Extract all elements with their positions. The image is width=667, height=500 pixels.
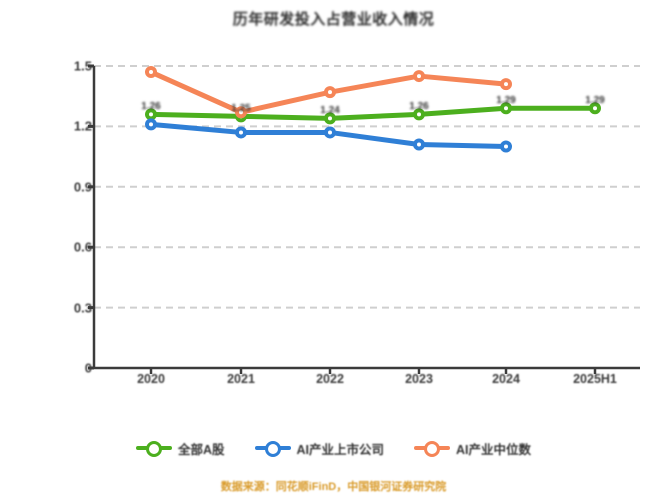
datapoint-全部A股-2022[interactable] [324, 112, 336, 125]
x-axis-label-2024: 2024 [492, 372, 520, 386]
data-label-green-2024: 1.29 [496, 95, 516, 107]
data-label-green-2022: 1.24 [320, 105, 340, 117]
legend-marker-icon-series-ai-median [414, 440, 451, 457]
datapoint-AI产业上市公司-2023[interactable] [413, 138, 425, 151]
data-label-green-2025H1: 1.29 [585, 95, 605, 107]
x-axis-label-2021: 2021 [227, 372, 255, 386]
x-axis-tick-labels: 2020 2021 2022 2023 2024 2025H1 [0, 368, 667, 394]
datapoint-全部A股-2023[interactable] [413, 108, 425, 121]
data-label-green-2020: 1.26 [141, 101, 161, 113]
legend-item-series-ai-listed[interactable]: AI产业上市公司 [254, 439, 385, 458]
legend-item-series-ai-median[interactable]: AI产业中位数 [414, 439, 531, 458]
legend-label-series-all-a-shares: 全部A股 [177, 442, 225, 457]
line-全部A股 [148, 105, 598, 121]
datapoint-全部A股-2025H1[interactable] [589, 102, 601, 115]
x-axis-label-2025H1: 2025H1 [573, 372, 617, 386]
datapoint-全部A股-2020[interactable] [145, 108, 157, 121]
legend-item-series-all-a-shares[interactable]: 全部A股 [135, 439, 225, 458]
legend-marker-icon-series-all-a-shares [135, 440, 172, 457]
chart-title: 历年研发投入占营业收入情况 [232, 11, 435, 28]
datapoint-AI产业中位数-2020[interactable] [145, 66, 157, 79]
x-axis-label-2020: 2020 [137, 372, 165, 386]
datapoint-AI产业上市公司-2021[interactable] [235, 126, 247, 139]
legend-label-series-ai-listed: AI产业上市公司 [296, 442, 385, 457]
datapoint-AI产业上市公司-2024[interactable] [500, 140, 512, 153]
data-label-green-2021: 1.25 [231, 103, 251, 115]
datapoint-AI产业中位数-2022[interactable] [324, 86, 336, 99]
y-axis-label-0: 0 [84, 360, 92, 376]
gridlines-group [88, 64, 640, 374]
y-axis-label-1.5: 1.5 [73, 58, 92, 74]
datapoint-AI产业中位数-2024[interactable] [500, 78, 512, 91]
y-axis-label-1.2: 1.2 [73, 118, 92, 134]
axes-group [92, 66, 640, 370]
legend-marker-icon-series-ai-listed [254, 440, 291, 457]
y-axis-tick-labels: 1.5 1.2 0.9 0.6 0.3 0 [50, 0, 92, 500]
datapoint-AI产业中位数-2023[interactable] [413, 70, 425, 83]
datapoint-AI产业中位数-2021[interactable] [235, 106, 247, 119]
chart-legend: 全部A股 AI产业上市公司 AI产业中位数 [0, 432, 667, 464]
datapoint-AI产业上市公司-2022[interactable] [324, 126, 336, 139]
datapoint-全部A股-2024[interactable] [500, 102, 512, 115]
datapoint-AI产业上市公司-2020[interactable] [145, 118, 157, 131]
data-label-green-2023: 1.26 [409, 101, 429, 113]
x-axis-label-2023: 2023 [405, 372, 433, 386]
series-points-group [145, 66, 601, 153]
source-note: 数据来源：同花顺iFinD，中国银河证券研究院 [220, 481, 447, 493]
y-axis-label-0.9: 0.9 [73, 179, 92, 195]
legend-label-series-ai-median: AI产业中位数 [456, 442, 532, 457]
series-lines-group [148, 69, 598, 150]
x-axis-label-2022: 2022 [316, 372, 344, 386]
y-axis-label-0.3: 0.3 [73, 300, 92, 316]
y-axis-label-0.6: 0.6 [73, 239, 92, 255]
